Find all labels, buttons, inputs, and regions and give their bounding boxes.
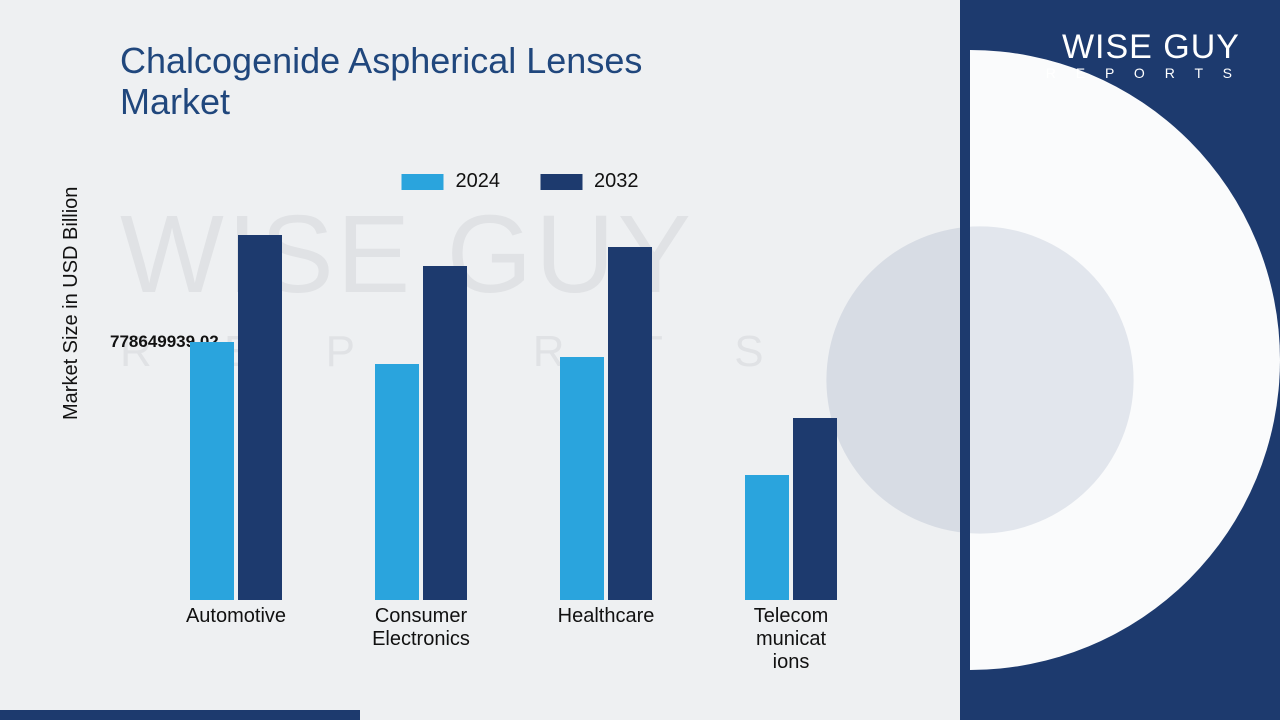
bar-group xyxy=(560,247,652,600)
chart-title: Chalcogenide Aspherical Lenses Market xyxy=(120,40,760,123)
legend-swatch-2032 xyxy=(540,174,582,190)
legend-item-2032: 2032 xyxy=(540,170,639,193)
bar-2032 xyxy=(238,235,282,600)
x-category-label: Healthcare xyxy=(536,605,676,628)
brand-main: WISE GUY xyxy=(1046,28,1240,67)
bar-group xyxy=(375,266,467,600)
bottom-strip xyxy=(0,710,360,720)
legend-label-2032: 2032 xyxy=(594,170,639,193)
legend-swatch-2024 xyxy=(402,174,444,190)
bar-2032 xyxy=(423,266,467,600)
x-category-label: Automotive xyxy=(166,605,306,628)
brand-logo: WISE GUY R E P O R T S xyxy=(1046,28,1240,81)
legend: 2024 2032 xyxy=(402,170,639,193)
bar-group xyxy=(745,418,837,600)
plot-area: 778649939.02 AutomotiveConsumer Electron… xyxy=(170,220,910,600)
bar-2032 xyxy=(793,418,837,600)
x-category-label: Consumer Electronics xyxy=(351,605,491,651)
bar-group xyxy=(190,235,282,600)
y-axis-label: Market Size in USD Billion xyxy=(60,187,83,420)
bar-2032 xyxy=(608,247,652,600)
bar-2024 xyxy=(190,342,234,600)
brand-sub: R E P O R T S xyxy=(1046,65,1240,81)
bar-2024 xyxy=(375,364,419,600)
legend-label-2024: 2024 xyxy=(456,170,501,193)
bar-2024 xyxy=(560,357,604,600)
bar-2024 xyxy=(745,475,789,600)
legend-item-2024: 2024 xyxy=(402,170,501,193)
bar-chart: Market Size in USD Billion 2024 2032 778… xyxy=(110,180,930,660)
x-category-label: Telecommunications xyxy=(721,605,861,674)
